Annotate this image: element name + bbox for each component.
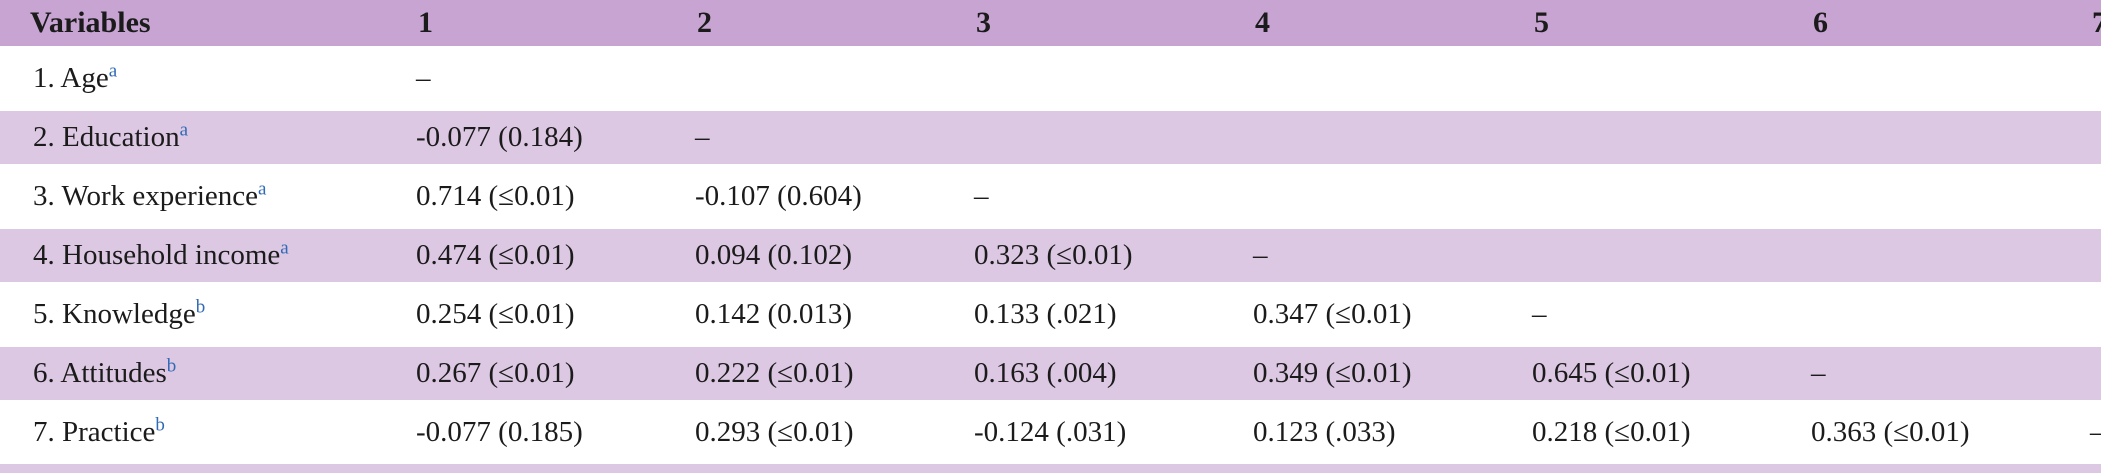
column-header-2: 2 bbox=[693, 0, 972, 49]
correlation-cell bbox=[1809, 282, 2088, 344]
row-label: 6. Attitudesb bbox=[0, 341, 414, 403]
correlation-table: Variables 1 2 3 4 5 6 7 1. Agea – bbox=[0, 0, 2101, 459]
column-header-4: 4 bbox=[1251, 0, 1530, 49]
correlation-cell bbox=[1530, 164, 1809, 226]
footnote-marker: a bbox=[280, 237, 289, 259]
footnote-marker: b bbox=[195, 296, 206, 318]
correlation-cell: 0.222 (≤0.01) bbox=[693, 341, 972, 403]
correlation-cell: – bbox=[1809, 341, 2088, 403]
table-row-practice: 7. Practiceb -0.077 (0.185) 0.293 (≤0.01… bbox=[0, 400, 2101, 459]
correlation-cell bbox=[1251, 46, 1530, 108]
correlation-cell: 0.323 (≤0.01) bbox=[972, 223, 1251, 285]
correlation-cell: 0.163 (.004) bbox=[972, 341, 1251, 403]
row-label-text: 4. Household income bbox=[33, 239, 281, 271]
correlation-cell: 0.094 (0.102) bbox=[693, 223, 972, 285]
row-label: 5. Knowledgeb bbox=[0, 282, 414, 344]
column-header-1: 1 bbox=[414, 0, 693, 49]
correlation-cell: – bbox=[972, 164, 1251, 226]
table-row-work-experience: 3. Work experiencea 0.714 (≤0.01) -0.107… bbox=[0, 164, 2101, 226]
correlation-cell: – bbox=[1530, 282, 1809, 344]
row-label-text: 7. Practice bbox=[33, 416, 156, 448]
column-header-6: 6 bbox=[1809, 0, 2088, 49]
column-header-3: 3 bbox=[972, 0, 1251, 49]
correlation-cell bbox=[1251, 105, 1530, 167]
row-label: 4. Household incomea bbox=[0, 223, 414, 285]
footnote-marker: a bbox=[179, 119, 189, 141]
correlation-cell: 0.123 (.033) bbox=[1251, 400, 1530, 459]
row-label-text: 5. Knowledge bbox=[33, 298, 196, 330]
correlation-cell bbox=[1809, 46, 2088, 108]
row-label-text: 2. Education bbox=[33, 121, 180, 153]
correlation-cell bbox=[972, 46, 1251, 108]
correlation-cell bbox=[2088, 341, 2101, 403]
row-label-text: 3. Work experience bbox=[33, 180, 259, 212]
correlation-cell bbox=[1809, 164, 2088, 226]
table-row-knowledge: 5. Knowledgeb 0.254 (≤0.01) 0.142 (0.013… bbox=[0, 282, 2101, 344]
correlation-cell: – bbox=[2088, 400, 2101, 459]
correlation-cell bbox=[1809, 223, 2088, 285]
correlation-cell bbox=[2088, 46, 2101, 108]
header-row: Variables 1 2 3 4 5 6 7 bbox=[0, 0, 2101, 49]
correlation-cell: 0.293 (≤0.01) bbox=[693, 400, 972, 459]
correlation-cell: -0.124 (.031) bbox=[972, 400, 1251, 459]
correlation-cell: – bbox=[693, 105, 972, 167]
column-header-5: 5 bbox=[1530, 0, 1809, 49]
correlation-cell bbox=[2088, 164, 2101, 226]
column-header-7: 7 bbox=[2088, 0, 2101, 49]
column-header-variables: Variables bbox=[0, 0, 414, 49]
correlation-cell bbox=[1251, 164, 1530, 226]
footnote-marker: a bbox=[258, 178, 267, 200]
correlation-cell: 0.133 (.021) bbox=[972, 282, 1251, 344]
correlation-cell bbox=[1530, 46, 1809, 108]
correlation-cell: 0.267 (≤0.01) bbox=[414, 341, 693, 403]
row-label: 1. Agea bbox=[0, 46, 414, 108]
row-label: 7. Practiceb bbox=[0, 400, 414, 459]
correlation-cell: 0.645 (≤0.01) bbox=[1530, 341, 1809, 403]
correlation-cell: 0.474 (≤0.01) bbox=[414, 223, 693, 285]
footnote-marker: b bbox=[166, 355, 177, 377]
row-label: 3. Work experiencea bbox=[0, 164, 414, 226]
correlation-cell: 0.347 (≤0.01) bbox=[1251, 282, 1530, 344]
correlation-cell: 0.349 (≤0.01) bbox=[1251, 341, 1530, 403]
correlation-cell: 0.254 (≤0.01) bbox=[414, 282, 693, 344]
footnote-marker: b bbox=[155, 414, 165, 436]
table-row-attitudes: 6. Attitudesb 0.267 (≤0.01) 0.222 (≤0.01… bbox=[0, 341, 2101, 403]
correlation-cell bbox=[972, 105, 1251, 167]
table-bottom-rule bbox=[0, 464, 2101, 473]
correlation-cell bbox=[1530, 105, 1809, 167]
correlation-cell bbox=[2088, 223, 2101, 285]
correlation-cell: – bbox=[414, 46, 693, 108]
footnote-marker: a bbox=[108, 60, 118, 82]
correlation-cell: -0.107 (0.604) bbox=[693, 164, 972, 226]
correlation-cell bbox=[2088, 105, 2101, 167]
row-label-text: 1. Age bbox=[33, 62, 109, 94]
correlation-cell: 0.142 (0.013) bbox=[693, 282, 972, 344]
correlation-cell: 0.363 (≤0.01) bbox=[1809, 400, 2088, 459]
correlation-cell bbox=[2088, 282, 2101, 344]
row-label-text: 6. Attitudes bbox=[33, 357, 167, 389]
correlation-cell: -0.077 (0.184) bbox=[414, 105, 693, 167]
table-row-household-income: 4. Household incomea 0.474 (≤0.01) 0.094… bbox=[0, 223, 2101, 285]
correlation-cell bbox=[1530, 223, 1809, 285]
correlation-cell: 0.714 (≤0.01) bbox=[414, 164, 693, 226]
correlation-cell: -0.077 (0.185) bbox=[414, 400, 693, 459]
correlation-cell bbox=[1809, 105, 2088, 167]
row-label: 2. Educationa bbox=[0, 105, 414, 167]
correlation-cell: 0.218 (≤0.01) bbox=[1530, 400, 1809, 459]
table-row-education: 2. Educationa -0.077 (0.184) – bbox=[0, 105, 2101, 167]
correlation-cell bbox=[693, 46, 972, 108]
table-row-age: 1. Agea – bbox=[0, 46, 2101, 108]
correlation-cell: – bbox=[1251, 223, 1530, 285]
